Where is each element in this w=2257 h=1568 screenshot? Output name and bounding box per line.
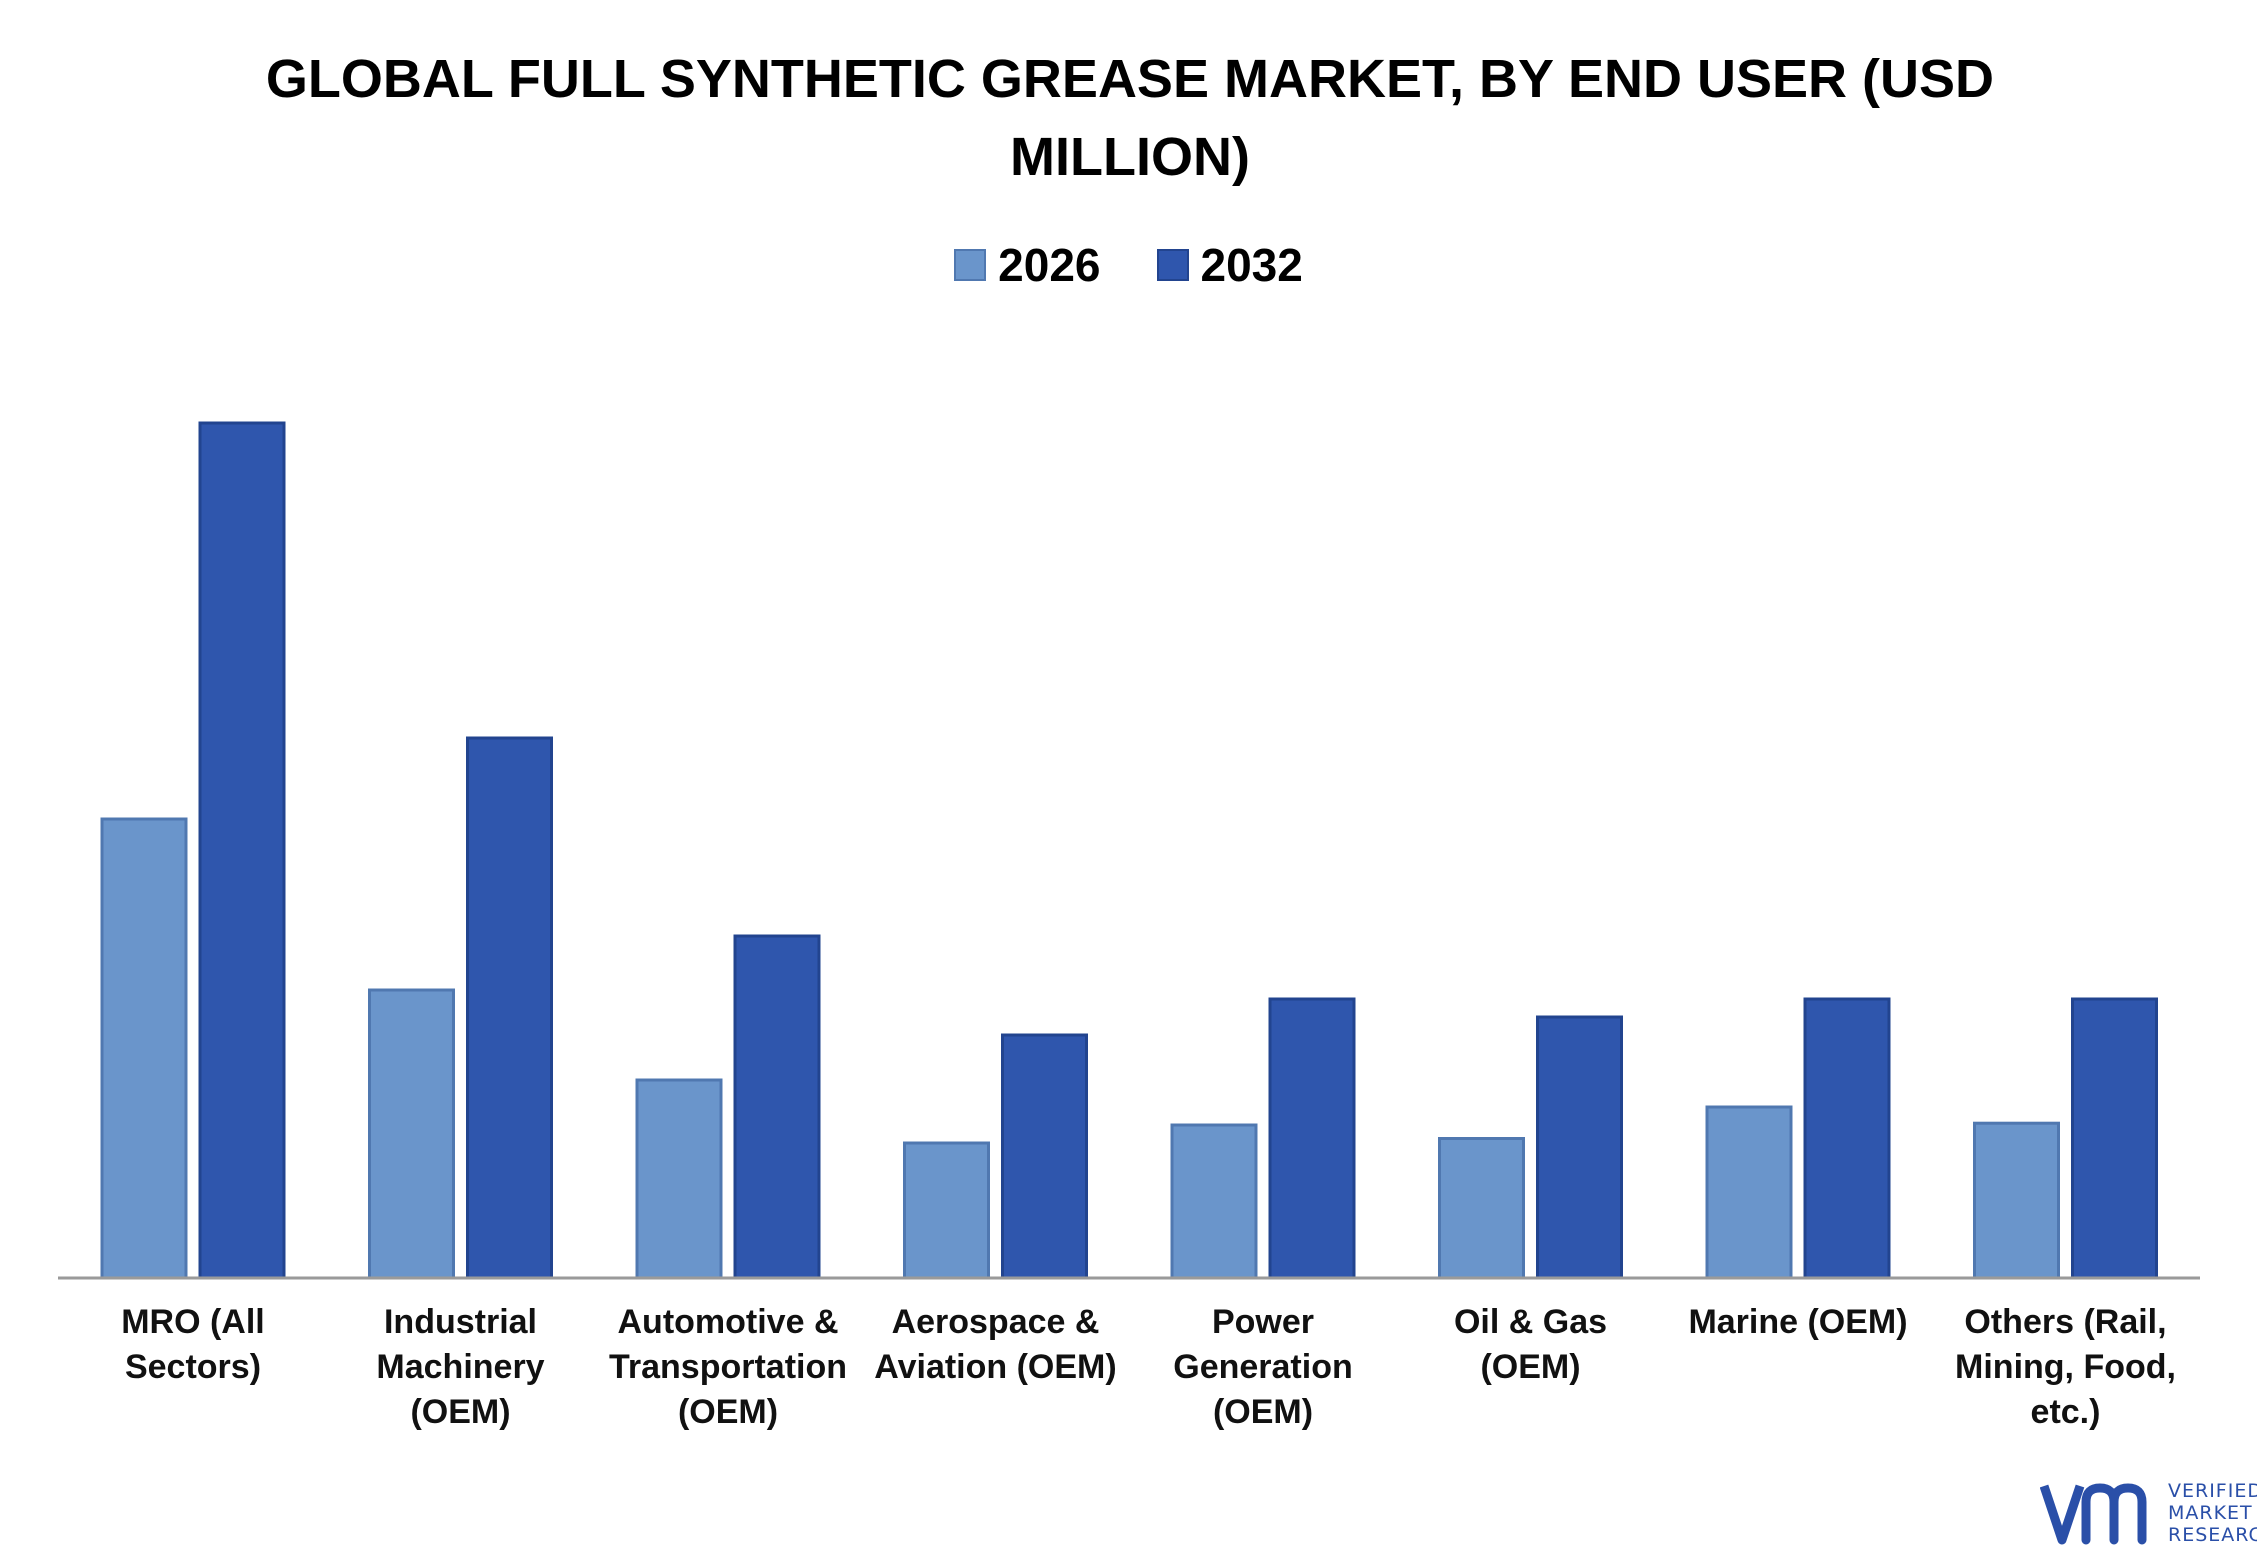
legend-item-2026: 2026 xyxy=(954,238,1101,292)
legend-label-2032: 2032 xyxy=(1200,239,1303,291)
category-label-power-generation-oem: Power Generation (OEM) xyxy=(1173,1303,1353,1431)
bar-automotive-transportation-oem-2026 xyxy=(635,1078,723,1280)
bar-others-rail-mining-food-etc-2032 xyxy=(2071,997,2158,1280)
category-label-marine-oem: Marine (OEM) xyxy=(1688,1303,1908,1341)
category-label-oil-gas-oem: Oil & Gas (OEM) xyxy=(1453,1303,1608,1386)
bar-mro-all-sectors-2032 xyxy=(198,421,286,1280)
category-label-aerospace-aviation-oem: Aerospace & Aviation (OEM) xyxy=(874,1303,1117,1386)
legend-swatch-2032 xyxy=(1156,249,1189,281)
bar-others-rail-mining-food-etc-2026 xyxy=(1973,1121,2060,1280)
legend-label-2026: 2026 xyxy=(998,239,1101,291)
vmr-logo-icon xyxy=(2040,1483,2147,1545)
bar-industrial-machinery-oem-2026 xyxy=(368,988,455,1280)
logo-line-3: RESEARCH xyxy=(2168,1524,2257,1546)
chart-title: GLOBAL FULL SYNTHETIC GREASE MARKET, BY … xyxy=(265,49,1995,187)
bar-aerospace-aviation-oem-2026 xyxy=(903,1141,990,1280)
logo-text: VERIFIED MARKET RESEARCH xyxy=(2168,1480,2257,1546)
category-label-mro-all-sectors: MRO (All Sectors) xyxy=(121,1303,265,1386)
bar-aerospace-aviation-oem-2032 xyxy=(1001,1033,1088,1280)
bar-power-generation-oem-2026 xyxy=(1170,1123,1258,1280)
verified-market-research-logo: VERIFIED MARKET RESEARCH xyxy=(2040,1478,2257,1548)
legend-item-2032: 2032 xyxy=(1156,238,1303,292)
category-label-industrial-machinery-oem: Industrial Machinery (OEM) xyxy=(376,1303,545,1431)
bar-mro-all-sectors-2026 xyxy=(100,817,188,1280)
category-label-others-rail-mining-food-etc: Others (Rail, Mining, Food, etc.) xyxy=(1955,1303,2176,1431)
category-label-automotive-transportation-oem: Automotive & Transportation (OEM) xyxy=(608,1303,848,1431)
legend-swatch-2026 xyxy=(954,249,987,281)
logo-line-2: MARKET xyxy=(2168,1502,2253,1524)
bars-group xyxy=(100,421,2158,1280)
bar-marine-oem-2032 xyxy=(1803,997,1891,1280)
bar-oil-gas-oem-2032 xyxy=(1536,1015,1623,1280)
bar-oil-gas-oem-2026 xyxy=(1438,1137,1525,1280)
logo-line-1: VERIFIED xyxy=(2168,1480,2257,1502)
bar-marine-oem-2026 xyxy=(1705,1105,1793,1280)
legend: 2026 2032 xyxy=(0,238,2257,292)
bar-power-generation-oem-2032 xyxy=(1268,997,1356,1280)
bar-industrial-machinery-oem-2032 xyxy=(466,736,553,1280)
bar-automotive-transportation-oem-2032 xyxy=(733,934,821,1280)
